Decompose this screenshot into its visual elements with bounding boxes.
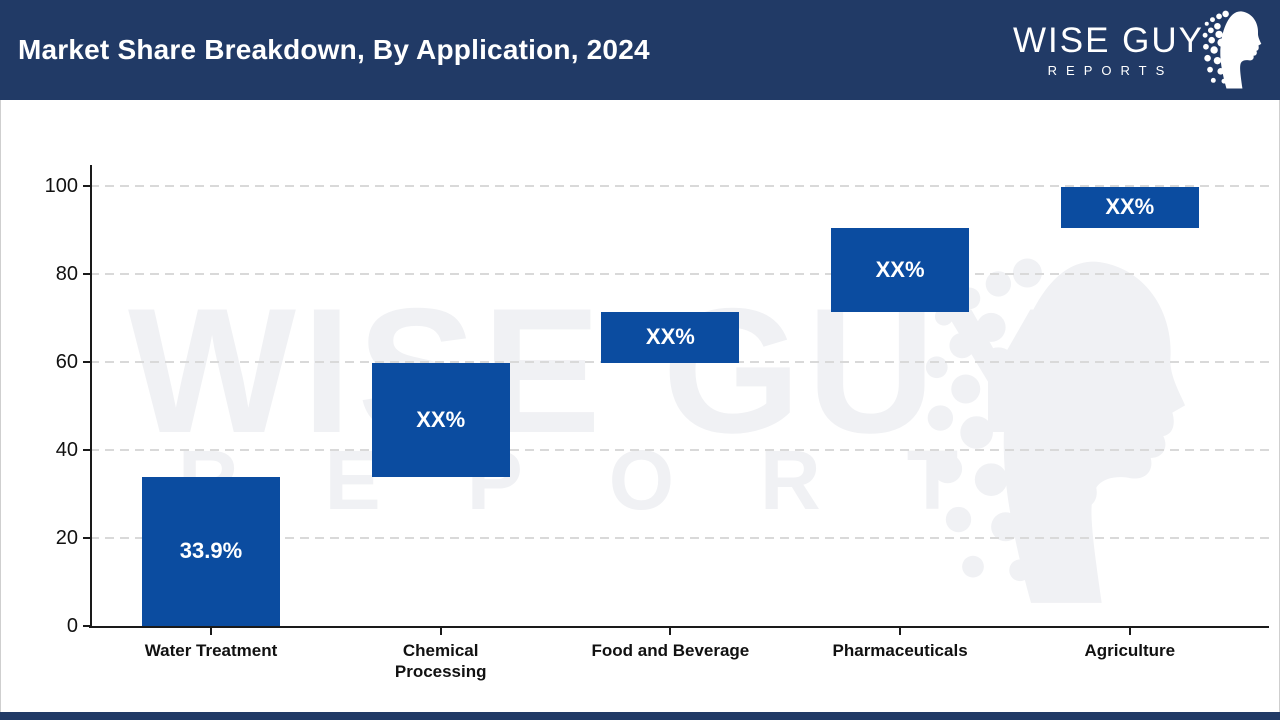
y-gridline <box>90 449 1269 451</box>
brand-logo: WISE GUY REPORTS <box>1013 9 1266 91</box>
y-gridline <box>90 185 1269 187</box>
header-bar: Market Share Breakdown, By Application, … <box>0 0 1280 100</box>
y-tick-label: 40 <box>55 439 78 461</box>
y-tick-label: 60 <box>55 351 78 373</box>
y-tick-label: 80 <box>55 263 78 285</box>
waterfall-bar: XX% <box>371 362 510 477</box>
y-gridline <box>90 537 1269 539</box>
x-category-label: Food and Beverage <box>591 641 750 660</box>
x-tick-mark <box>439 628 442 635</box>
x-tick-mark <box>899 628 902 635</box>
y-tick-mark <box>83 537 90 539</box>
bar-value-label: XX% <box>1105 194 1155 220</box>
y-tick-label: 100 <box>44 175 78 197</box>
x-category-label: Water Treatment <box>144 641 278 660</box>
brand-name: WISE GUY <box>1012 21 1204 60</box>
y-tick-mark <box>83 625 90 627</box>
x-tick-mark <box>1128 628 1131 635</box>
y-tick-mark <box>83 361 90 363</box>
waterfall-bar: XX% <box>1060 186 1199 228</box>
footer-bar <box>0 712 1280 720</box>
bar-value-label: XX% <box>416 406 466 432</box>
bar-value-label: XX% <box>875 256 925 282</box>
bar-value-label: 33.9% <box>179 538 243 564</box>
y-tick-label: 20 <box>55 527 78 549</box>
x-tick-mark <box>669 628 672 635</box>
y-tick-label: 0 <box>66 615 78 637</box>
waterfall-bar: XX% <box>601 311 740 363</box>
bar-value-label: XX% <box>645 324 695 350</box>
dotted-head-profile-icon <box>1202 10 1262 89</box>
x-category-label: Chemical Processing <box>394 641 487 682</box>
brand-subname: REPORTS <box>1047 63 1174 78</box>
y-tick-mark <box>83 273 90 275</box>
chart-title: Market Share Breakdown, By Application, … <box>18 34 650 65</box>
waterfall-bar: 33.9% <box>142 476 280 626</box>
x-axis-line <box>89 626 1269 628</box>
y-axis-line <box>90 165 92 628</box>
y-gridline <box>90 273 1269 275</box>
x-category-label: Agriculture <box>1084 641 1176 660</box>
y-tick-mark <box>83 185 90 187</box>
brand-logo-text: WISE GUY REPORTS <box>1013 23 1204 77</box>
waterfall-bar: XX% <box>831 227 970 312</box>
y-tick-mark <box>83 449 90 451</box>
x-category-label: Pharmaceuticals <box>832 641 968 660</box>
x-tick-mark <box>210 628 212 635</box>
